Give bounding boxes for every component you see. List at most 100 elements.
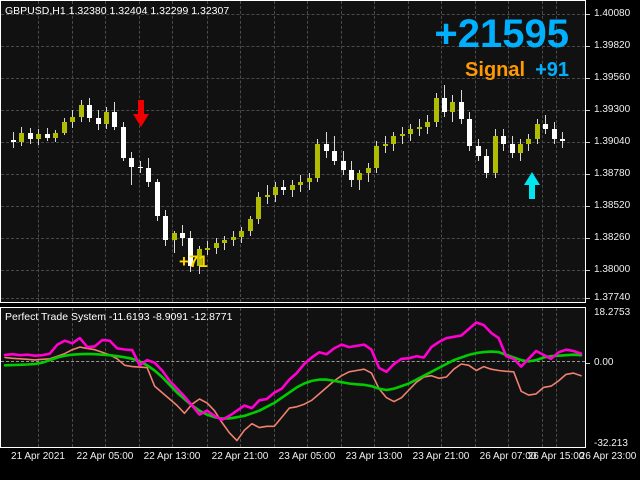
price-gridline: [1, 78, 585, 79]
candle-body: [475, 146, 481, 156]
indicator-line-salmon: [4, 346, 582, 442]
price-axis-label: 1.38000: [594, 264, 631, 275]
time-gridline: [139, 308, 140, 447]
candle-body: [70, 116, 76, 122]
candle-body: [146, 167, 152, 183]
candle-body: [340, 160, 346, 171]
candle-body: [36, 133, 42, 139]
time-axis-label: 22 Apr 21:00: [211, 451, 269, 462]
time-gridline: [105, 1, 106, 302]
price-axis-label: 1.38780: [594, 168, 631, 179]
candle-body: [399, 133, 405, 137]
candle-body: [163, 216, 169, 240]
candle-wick: [131, 152, 133, 185]
candle-body: [408, 129, 414, 134]
time-gridline: [240, 1, 241, 302]
candle-body: [188, 238, 194, 267]
candle-body: [323, 143, 329, 151]
candle-wick: [173, 231, 175, 253]
candle-body: [256, 197, 262, 219]
time-gridline: [207, 1, 208, 302]
candle-body: [222, 239, 228, 244]
price-gridline: [1, 174, 585, 175]
candle-body: [332, 150, 338, 161]
price-gridline: [1, 14, 585, 15]
sell-arrow: [133, 100, 149, 127]
price-axis-tick: [586, 78, 590, 79]
indicator-panel[interactable]: Perfect Trade System -11.6193 -8.9091 -1…: [0, 307, 586, 448]
candle-wick: [224, 235, 226, 251]
candle-body: [27, 132, 33, 139]
trade-arrow-layer: [133, 100, 540, 199]
indicator-line-layer: [3, 321, 583, 442]
candle-body: [230, 237, 236, 240]
time-gridline: [475, 308, 476, 447]
candle-wick: [367, 163, 369, 183]
indicator-title: Perfect Trade System -11.6193 -8.9091 -1…: [5, 311, 233, 323]
candle-body: [416, 126, 422, 130]
candle-body: [458, 102, 464, 120]
price-plot-area[interactable]: [1, 1, 585, 302]
time-gridline: [441, 1, 442, 302]
indicator-scale-label: -32.213: [594, 438, 628, 449]
candle-body: [543, 124, 549, 130]
candle-body: [95, 118, 101, 125]
candle-wick: [13, 131, 14, 149]
candle-body: [103, 112, 109, 125]
candle-body: [289, 184, 295, 190]
candle-body: [11, 140, 16, 143]
time-axis-label: 22 Apr 05:00: [76, 451, 134, 462]
time-gridline: [38, 308, 39, 447]
candle-body: [196, 249, 202, 267]
time-axis: 21 Apr 2021 22 Apr 05:00 22 Apr 13:00 22 Ap…: [0, 449, 636, 463]
candle-body: [315, 143, 321, 178]
price-axis-label: 1.37740: [594, 292, 631, 303]
candle-wick: [359, 170, 361, 190]
time-gridline: [508, 308, 509, 447]
price-gridline: [1, 238, 585, 239]
time-gridline: [172, 1, 173, 302]
price-axis-tick: [586, 174, 590, 175]
price-gridline: [1, 110, 585, 111]
time-gridline: [341, 308, 342, 447]
candle-body: [281, 187, 287, 190]
price-axis-tick: [586, 238, 590, 239]
price-axis-tick: [586, 206, 590, 207]
candle-body: [129, 158, 135, 167]
price-axis-label: 1.39300: [594, 104, 631, 115]
candle-body: [551, 129, 557, 139]
price-axis-tick: [586, 46, 590, 47]
price-chart-panel[interactable]: GBPUSD,H1 1.32380 1.32404 1.32299 1.3230…: [0, 0, 586, 303]
candle-body: [374, 146, 380, 168]
candle-body: [382, 143, 388, 147]
candle-body: [87, 104, 93, 119]
time-gridline: [307, 308, 308, 447]
candle-body: [247, 218, 253, 232]
candle-body: [298, 182, 304, 185]
signal-value: +91: [535, 59, 569, 81]
symbol-quote-line: GBPUSD,H1 1.32380 1.32404 1.32299 1.3230…: [5, 5, 230, 17]
total-profit-overlay: +21595: [434, 12, 569, 56]
price-axis-label: 1.38260: [594, 232, 631, 243]
price-axis-tick: [586, 298, 590, 299]
candle-body: [518, 143, 523, 154]
candle-body: [112, 112, 118, 127]
candle-body: [239, 231, 245, 238]
candle-body: [264, 194, 270, 198]
trade-profit-overlay: +71: [179, 252, 208, 271]
candle-body: [213, 243, 219, 248]
price-gridline: [1, 206, 585, 207]
candle-body: [365, 167, 371, 173]
signal-overlay: Signal +91: [465, 59, 569, 81]
candle-body: [120, 126, 126, 159]
candle-body: [272, 187, 278, 195]
candle-body: [349, 170, 354, 181]
candle-body: [450, 102, 456, 113]
candle-body: [526, 138, 532, 144]
candle-body: [509, 143, 515, 154]
candle-body: [154, 182, 160, 217]
candle-body: [171, 233, 177, 240]
price-gridline: [1, 270, 585, 271]
time-gridline: [542, 308, 543, 447]
